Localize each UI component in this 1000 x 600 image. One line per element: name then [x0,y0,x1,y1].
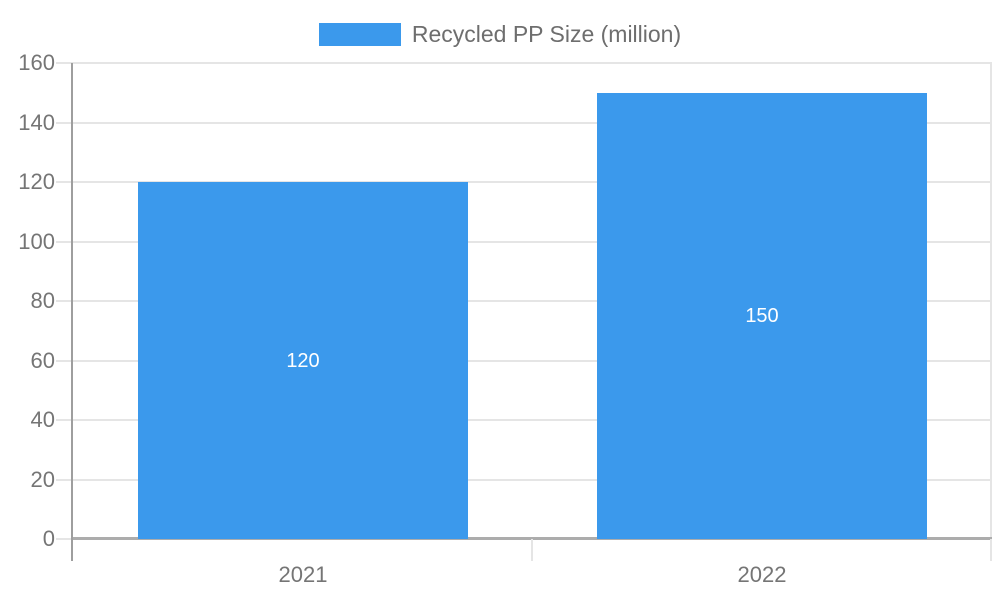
legend-label: Recycled PP Size (million) [411,21,682,47]
gridline [56,122,992,124]
gridline [56,181,992,183]
plot-right-border [990,62,992,538]
gridline [56,360,992,362]
x-axis-category-label: 2021 [278,562,328,587]
legend-swatch [318,22,401,46]
gridline [56,479,992,481]
y-axis-tick-label: 0 [42,526,55,551]
y-axis-tick-label: 100 [18,229,55,254]
bar-value-label: 120 [286,350,320,372]
gridline [56,300,992,302]
bar-2022[interactable] [597,93,927,539]
bar-2021[interactable] [138,182,468,539]
gridline [56,241,992,243]
gridline [56,538,73,540]
gridline [56,419,992,421]
y-axis-line [71,63,73,561]
bar-value-label: 150 [745,305,779,327]
y-axis-tick-label: 120 [18,169,55,194]
y-axis-tick-label: 160 [18,50,55,75]
y-axis-tick-label: 80 [30,288,55,313]
x-axis-category-label: 2022 [737,562,787,587]
gridline [56,62,992,64]
y-axis-tick-label: 60 [30,348,55,373]
legend[interactable]: Recycled PP Size (million) [0,21,1000,47]
y-axis-tick-label: 40 [30,407,55,432]
y-axis-tick-label: 20 [30,467,55,492]
category-boundary-tick [990,539,992,561]
category-boundary-tick [531,539,533,561]
x-axis-line [73,537,992,540]
y-axis-tick-label: 140 [18,110,55,135]
